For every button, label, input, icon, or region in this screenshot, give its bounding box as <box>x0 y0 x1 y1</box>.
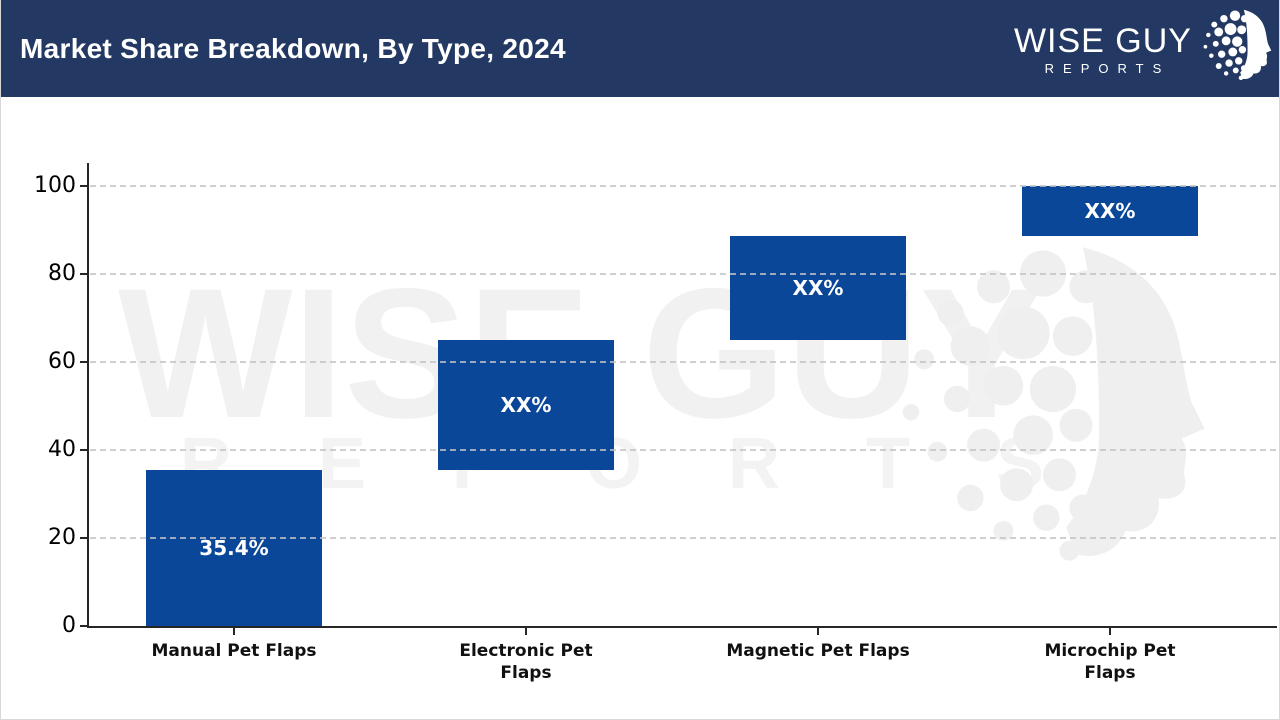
logo-wordmark: WISE GUY <box>1013 21 1192 60</box>
category-label: Magnetic Pet Flaps <box>726 641 910 661</box>
y-tick-label: 20 <box>48 525 76 550</box>
y-tick-mark <box>80 449 88 451</box>
x-tick-mark <box>525 628 527 635</box>
bar-value-label: XX% <box>500 393 552 418</box>
wiseguy-head-icon <box>1203 9 1272 81</box>
category-label: Electronic Pet Flaps <box>459 641 593 683</box>
x-tick-mark <box>817 628 819 635</box>
y-axis-line <box>87 163 89 628</box>
y-tick-label: 40 <box>48 437 76 462</box>
y-tick-mark <box>80 361 88 363</box>
y-tick-mark <box>80 185 88 187</box>
gridline-y-40 <box>90 449 1277 451</box>
wiseguy-logo: WISE GUY REPORTS <box>1014 6 1272 92</box>
page-title: Market Share Breakdown, By Type, 2024 <box>20 32 566 64</box>
bar-segment: XX% <box>1022 186 1198 237</box>
logo-subtitle: REPORTS <box>1044 60 1171 76</box>
bar-value-label: XX% <box>1084 199 1136 224</box>
y-tick-label: 100 <box>34 173 76 198</box>
bar-value-label: 35.4% <box>199 536 269 561</box>
gridline-y-80 <box>90 273 1277 275</box>
category-label: Microchip Pet Flaps <box>1044 641 1176 683</box>
x-tick-mark <box>1109 628 1111 635</box>
gridline-y-100 <box>90 185 1277 187</box>
y-tick-mark <box>80 625 88 627</box>
gridline-y-60 <box>90 361 1277 363</box>
y-tick-label: 60 <box>48 349 76 374</box>
logo-text: WISE GUY REPORTS <box>1014 23 1192 76</box>
category-label: Manual Pet Flaps <box>151 641 317 661</box>
y-tick-label: 80 <box>48 261 76 286</box>
y-tick-mark <box>80 273 88 275</box>
bar-segment: XX% <box>730 236 906 341</box>
gridline-y-20 <box>90 537 1277 539</box>
y-tick-mark <box>80 537 88 539</box>
header: Market Share Breakdown, By Type, 2024 WI… <box>0 0 1280 97</box>
x-tick-mark <box>233 628 235 635</box>
y-tick-label: 0 <box>62 613 76 638</box>
bar-value-label: XX% <box>792 276 844 301</box>
bar-segment: 35.4% <box>146 470 322 626</box>
x-axis-line <box>87 626 1277 628</box>
